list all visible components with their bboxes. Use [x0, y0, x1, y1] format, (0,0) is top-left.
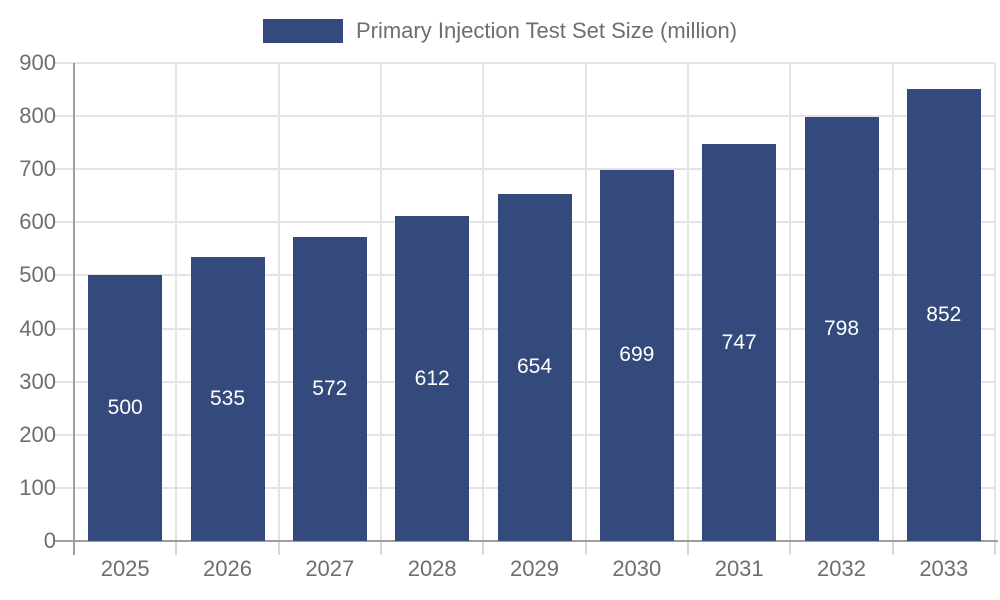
h-gridline — [55, 115, 995, 118]
bar-value-label: 535 — [209, 386, 246, 410]
x-axis-tick — [277, 541, 280, 555]
y-axis-tick-label: 700 — [19, 156, 56, 182]
bar-2028[interactable]: 612 — [395, 216, 470, 541]
x-axis-line — [55, 540, 998, 542]
x-axis-tick — [380, 541, 382, 555]
x-axis-tick-label: 2028 — [407, 556, 457, 581]
bar-value-label: 654 — [516, 355, 553, 379]
bar-value-label: 699 — [619, 343, 655, 367]
bar-2033[interactable]: 852 — [906, 88, 981, 541]
y-axis-tick-label: 0 — [43, 528, 56, 553]
chart-legend[interactable]: Primary Injection Test Set Size (million… — [0, 18, 1000, 44]
y-axis-tick-label: 800 — [19, 103, 56, 129]
v-gridline — [175, 63, 178, 541]
x-axis-tick — [482, 541, 485, 555]
h-gridline — [55, 168, 995, 171]
legend-label: Primary Injection Test Set Size (million… — [355, 18, 738, 43]
h-gridline — [55, 62, 995, 64]
bar-value-label: 612 — [414, 366, 450, 390]
y-axis-tick-label: 600 — [19, 209, 56, 235]
y-axis-tick-label: 300 — [19, 368, 56, 394]
x-axis-tick-label: 2027 — [305, 556, 355, 581]
x-axis-tick — [687, 541, 689, 555]
y-axis-tick-label: 200 — [19, 421, 56, 447]
x-axis-tick — [891, 541, 894, 555]
v-gridline — [380, 63, 382, 541]
x-axis-tick-label: 2033 — [919, 556, 969, 581]
x-axis-tick-label: 2029 — [510, 556, 559, 581]
x-axis-tick — [175, 541, 178, 555]
bar-value-label: 572 — [312, 377, 348, 401]
v-gridline — [482, 63, 485, 541]
x-axis-tick-label: 2025 — [100, 556, 150, 581]
x-axis-tick-label: 2030 — [612, 556, 662, 581]
bar-2032[interactable]: 798 — [804, 117, 879, 541]
y-axis-tick-label: 500 — [19, 262, 56, 288]
x-axis-tick — [789, 541, 792, 555]
y-axis-tick-label: 900 — [19, 50, 56, 75]
y-axis-tick-label: 100 — [19, 474, 56, 500]
y-axis-line — [73, 63, 75, 555]
x-axis-tick — [584, 541, 587, 555]
x-axis-tick — [994, 541, 996, 555]
bar-2026[interactable]: 535 — [190, 256, 265, 541]
bar-value-label: 500 — [107, 396, 143, 420]
legend-swatch — [262, 19, 343, 43]
bar-2031[interactable]: 747 — [702, 144, 777, 541]
v-gridline — [789, 63, 792, 541]
bar-value-label: 852 — [926, 302, 962, 326]
x-axis-tick-label: 2031 — [714, 556, 764, 581]
bar-2030[interactable]: 699 — [599, 169, 674, 541]
bar-2025[interactable]: 500 — [88, 275, 163, 541]
y-axis-tick-label: 400 — [19, 315, 56, 341]
v-gridline — [687, 63, 689, 541]
bar-2029[interactable]: 654 — [497, 193, 572, 541]
bar-value-label: 798 — [823, 317, 860, 341]
x-axis-tick-label: 2032 — [817, 556, 866, 581]
v-gridline — [584, 63, 587, 541]
x-axis-tick-label: 2026 — [203, 556, 252, 581]
v-gridline — [891, 63, 894, 541]
v-gridline — [277, 63, 280, 541]
bar-value-label: 747 — [721, 330, 757, 354]
bar-2027[interactable]: 572 — [292, 237, 367, 541]
v-gridline — [994, 63, 996, 541]
